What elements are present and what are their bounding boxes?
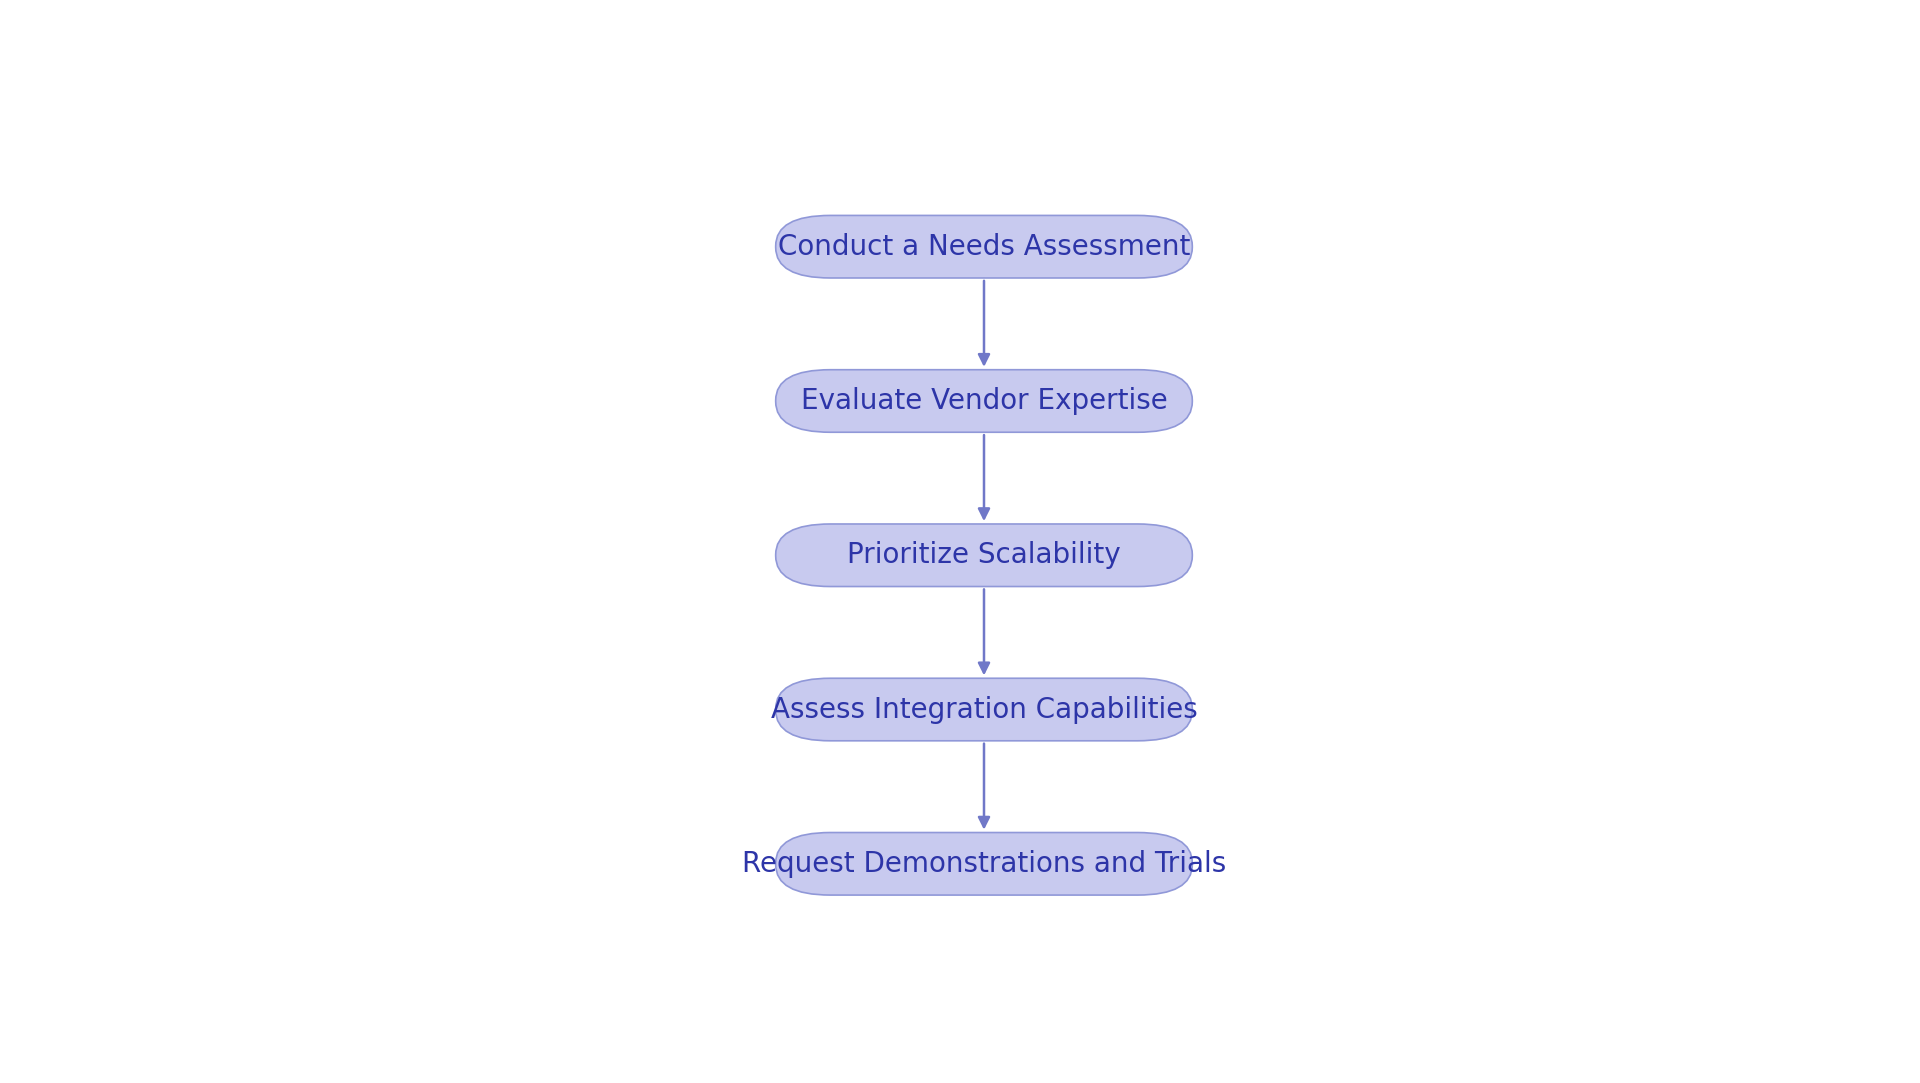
Text: Prioritize Scalability: Prioritize Scalability [847,542,1121,570]
Text: Request Demonstrations and Trials: Request Demonstrations and Trials [741,850,1227,878]
FancyBboxPatch shape [776,524,1192,587]
FancyBboxPatch shape [776,678,1192,741]
Text: Conduct a Needs Assessment: Conduct a Needs Assessment [778,233,1190,261]
FancyBboxPatch shape [776,833,1192,895]
FancyBboxPatch shape [776,216,1192,278]
FancyBboxPatch shape [776,369,1192,432]
Text: Assess Integration Capabilities: Assess Integration Capabilities [770,695,1198,723]
Text: Evaluate Vendor Expertise: Evaluate Vendor Expertise [801,387,1167,415]
